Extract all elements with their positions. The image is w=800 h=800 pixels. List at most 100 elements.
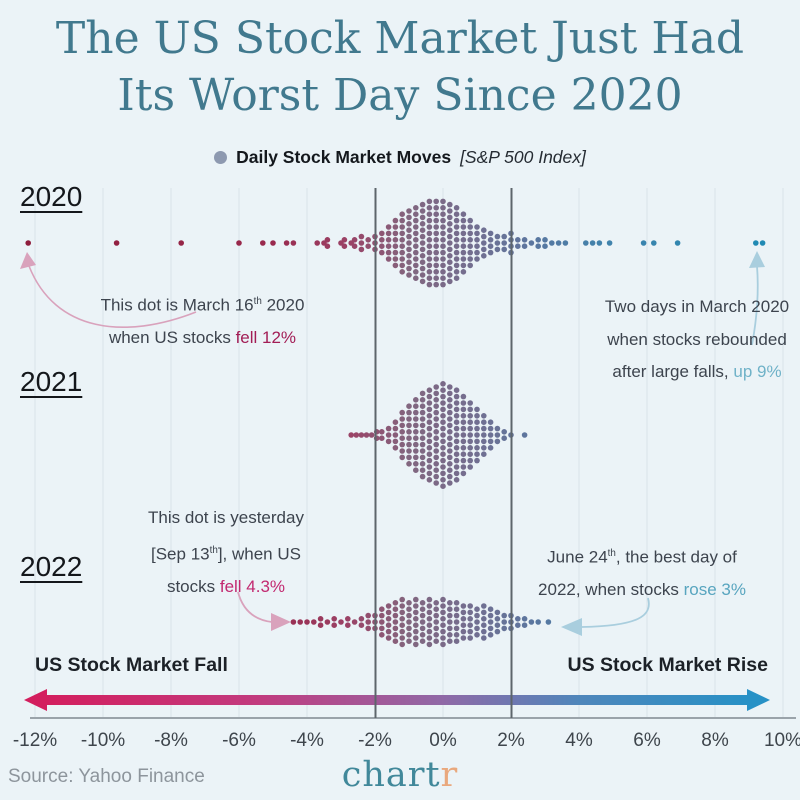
daily-move-dot (426, 457, 433, 464)
daily-move-dot (521, 237, 528, 243)
daily-move-dot (453, 393, 460, 400)
daily-move-dot (413, 441, 419, 448)
daily-move-dot (426, 451, 433, 458)
daily-move-dot (460, 616, 467, 622)
daily-move-dot (474, 612, 480, 619)
daily-move-dot (365, 243, 372, 249)
daily-move-dot (379, 435, 385, 442)
daily-move-dot (406, 265, 412, 272)
year-label-2020: 2020 (20, 181, 83, 212)
daily-move-dot (453, 477, 460, 483)
daily-move-dot (453, 632, 460, 638)
daily-move-dot (419, 416, 426, 422)
daily-move-dot (419, 606, 426, 612)
daily-move-dot (385, 622, 392, 628)
daily-move-dot (440, 243, 446, 249)
daily-move-dot (433, 625, 440, 632)
daily-move-dot (433, 409, 440, 416)
daily-move-dot (753, 240, 759, 246)
daily-move-dot (453, 451, 460, 458)
daily-move-dot (501, 619, 508, 625)
daily-move-dot (433, 256, 440, 262)
daily-move-dot (399, 269, 406, 275)
daily-move-dot (419, 227, 426, 233)
arrow-march16 (20, 252, 197, 328)
daily-move-dot (392, 230, 399, 237)
daily-move-dot (341, 237, 348, 243)
daily-move-dot (453, 600, 460, 606)
gridline (714, 188, 716, 718)
daily-move-dot (453, 464, 460, 470)
daily-move-dot (399, 237, 406, 243)
daily-move-dot (440, 432, 446, 438)
daily-move-dot (460, 249, 467, 256)
daily-move-dot (460, 628, 467, 635)
daily-move-dot (304, 619, 310, 625)
daily-move-dot (406, 625, 412, 632)
daily-move-dot (453, 224, 460, 230)
daily-move-dot (413, 409, 419, 416)
daily-move-dot (440, 217, 446, 224)
daily-move-dot (392, 256, 399, 262)
daily-move-dot (426, 256, 433, 262)
daily-move-dot (433, 422, 440, 429)
daily-move-dot (460, 464, 467, 470)
daily-move-dot (460, 230, 467, 237)
daily-move-dot (433, 454, 440, 461)
daily-move-dot (467, 256, 474, 262)
daily-move-dot (433, 217, 440, 224)
chartr-logo: chartr (0, 755, 800, 795)
daily-move-dot (392, 262, 399, 269)
daily-move-dot (399, 603, 406, 609)
daily-move-dot (440, 457, 446, 464)
daily-move-dot (426, 262, 433, 269)
daily-move-dot (453, 205, 460, 211)
daily-move-dot (474, 230, 480, 237)
daily-move-dot (419, 422, 426, 429)
daily-move-dot (413, 435, 419, 442)
daily-move-dot (392, 612, 399, 619)
daily-move-dot (447, 435, 453, 442)
daily-move-dot (426, 400, 433, 406)
daily-move-dot (392, 632, 399, 638)
daily-move-dot (440, 628, 446, 635)
daily-move-dot (419, 278, 426, 285)
daily-move-dot (392, 419, 399, 426)
daily-move-dot (474, 432, 480, 438)
daily-move-dot (521, 622, 528, 628)
daily-move-dot (399, 628, 406, 635)
daily-move-dot (460, 419, 467, 426)
daily-move-dot (481, 246, 487, 253)
daily-move-dot (453, 230, 460, 237)
daily-move-dot (413, 628, 419, 635)
daily-move-dot (440, 230, 446, 237)
daily-move-dot (433, 230, 440, 237)
daily-move-dot (433, 600, 440, 606)
daily-move-dot (419, 429, 426, 435)
daily-move-dot (467, 249, 474, 256)
daily-move-dot (433, 467, 440, 474)
daily-move-dot (494, 425, 501, 432)
daily-move-dot (25, 240, 32, 246)
daily-move-dot (426, 425, 433, 432)
daily-move-dot (406, 259, 412, 266)
daily-move-dot (460, 237, 467, 243)
daily-move-dot (399, 243, 406, 249)
daily-move-dot (341, 243, 348, 249)
daily-move-dot (447, 240, 453, 246)
daily-move-dot (474, 425, 480, 432)
daily-move-dot (413, 429, 419, 435)
daily-move-dot (447, 619, 453, 625)
daily-move-dot (426, 406, 433, 413)
daily-move-dot (674, 240, 681, 246)
daily-move-dot (440, 400, 446, 406)
daily-move-dot (392, 425, 399, 432)
daily-move-dot (555, 240, 562, 246)
daily-move-dot (501, 435, 508, 442)
daily-move-dot (433, 638, 440, 644)
daily-move-dot (385, 628, 392, 635)
daily-move-dot (433, 224, 440, 230)
daily-move-dot (379, 249, 385, 256)
gridline-highlight (374, 188, 376, 718)
